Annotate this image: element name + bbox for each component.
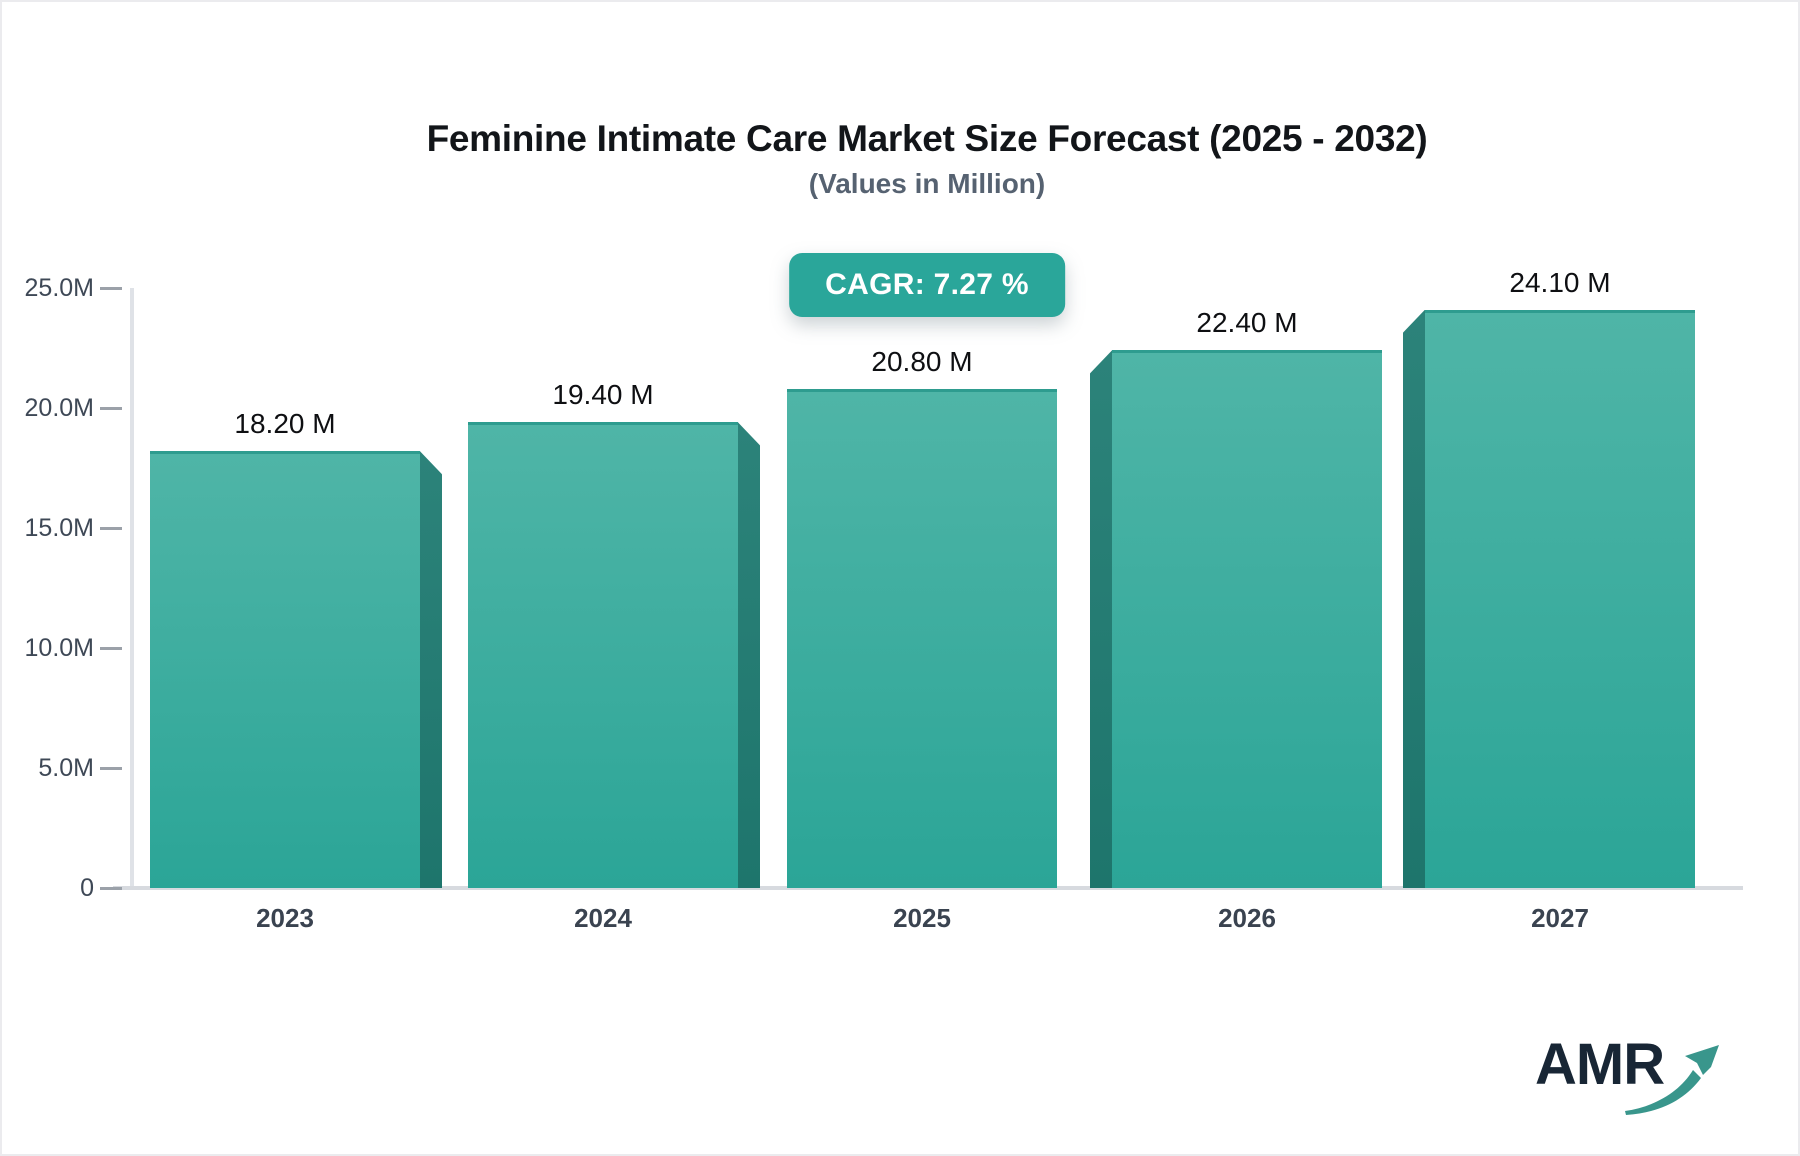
bar-value-label: 19.40 M — [552, 379, 654, 411]
x-axis-label: 2024 — [574, 903, 632, 933]
bar-value-label: 18.20 M — [234, 408, 336, 440]
amr-logo-text: AMR — [1535, 1032, 1665, 1097]
y-tick-label: 5.0M — [38, 754, 94, 782]
chart-subtitle: (Values in Million) — [808, 168, 1046, 199]
bar-main-face — [787, 388, 1057, 888]
chart-title: Feminine Intimate Care Market Size Forec… — [426, 118, 1428, 159]
y-tick-label: 10.0M — [24, 634, 94, 662]
x-axis-label: 2025 — [893, 903, 951, 933]
y-tick-label: 15.0M — [24, 514, 94, 542]
bar-main-face — [1425, 309, 1695, 888]
y-axis-line — [130, 288, 134, 888]
y-tick — [100, 646, 122, 650]
y-tick-label: 25.0M — [24, 274, 94, 302]
x-axis-label: 2026 — [1218, 903, 1276, 933]
x-axis-line — [113, 886, 1743, 890]
y-tick — [100, 886, 122, 890]
bar-side-face — [1090, 350, 1112, 888]
bar-side-face — [1403, 309, 1425, 888]
y-tick — [100, 286, 122, 290]
y-tick-label: 20.0M — [24, 394, 94, 422]
y-tick-label: 0 — [80, 874, 94, 902]
y-tick — [100, 406, 122, 410]
bar-value-label: 24.10 M — [1509, 266, 1611, 298]
bar-value-label: 22.40 M — [1196, 307, 1298, 339]
amr-logo: AMR — [1535, 1032, 1719, 1115]
bar-value-label: 20.80 M — [871, 345, 973, 377]
bar-main-face — [468, 422, 738, 888]
bar-side-face — [738, 422, 760, 888]
growth-arrow-icon — [1625, 1045, 1719, 1115]
bar-side-face — [420, 451, 442, 888]
x-axis-label: 2027 — [1531, 903, 1589, 933]
x-axis-label: 2023 — [256, 903, 314, 933]
bar-main-face — [150, 451, 420, 888]
bar-main-face — [1112, 350, 1382, 888]
cagr-badge: CAGR: 7.27 % — [789, 253, 1065, 317]
y-tick — [100, 526, 122, 530]
y-tick — [100, 766, 122, 770]
